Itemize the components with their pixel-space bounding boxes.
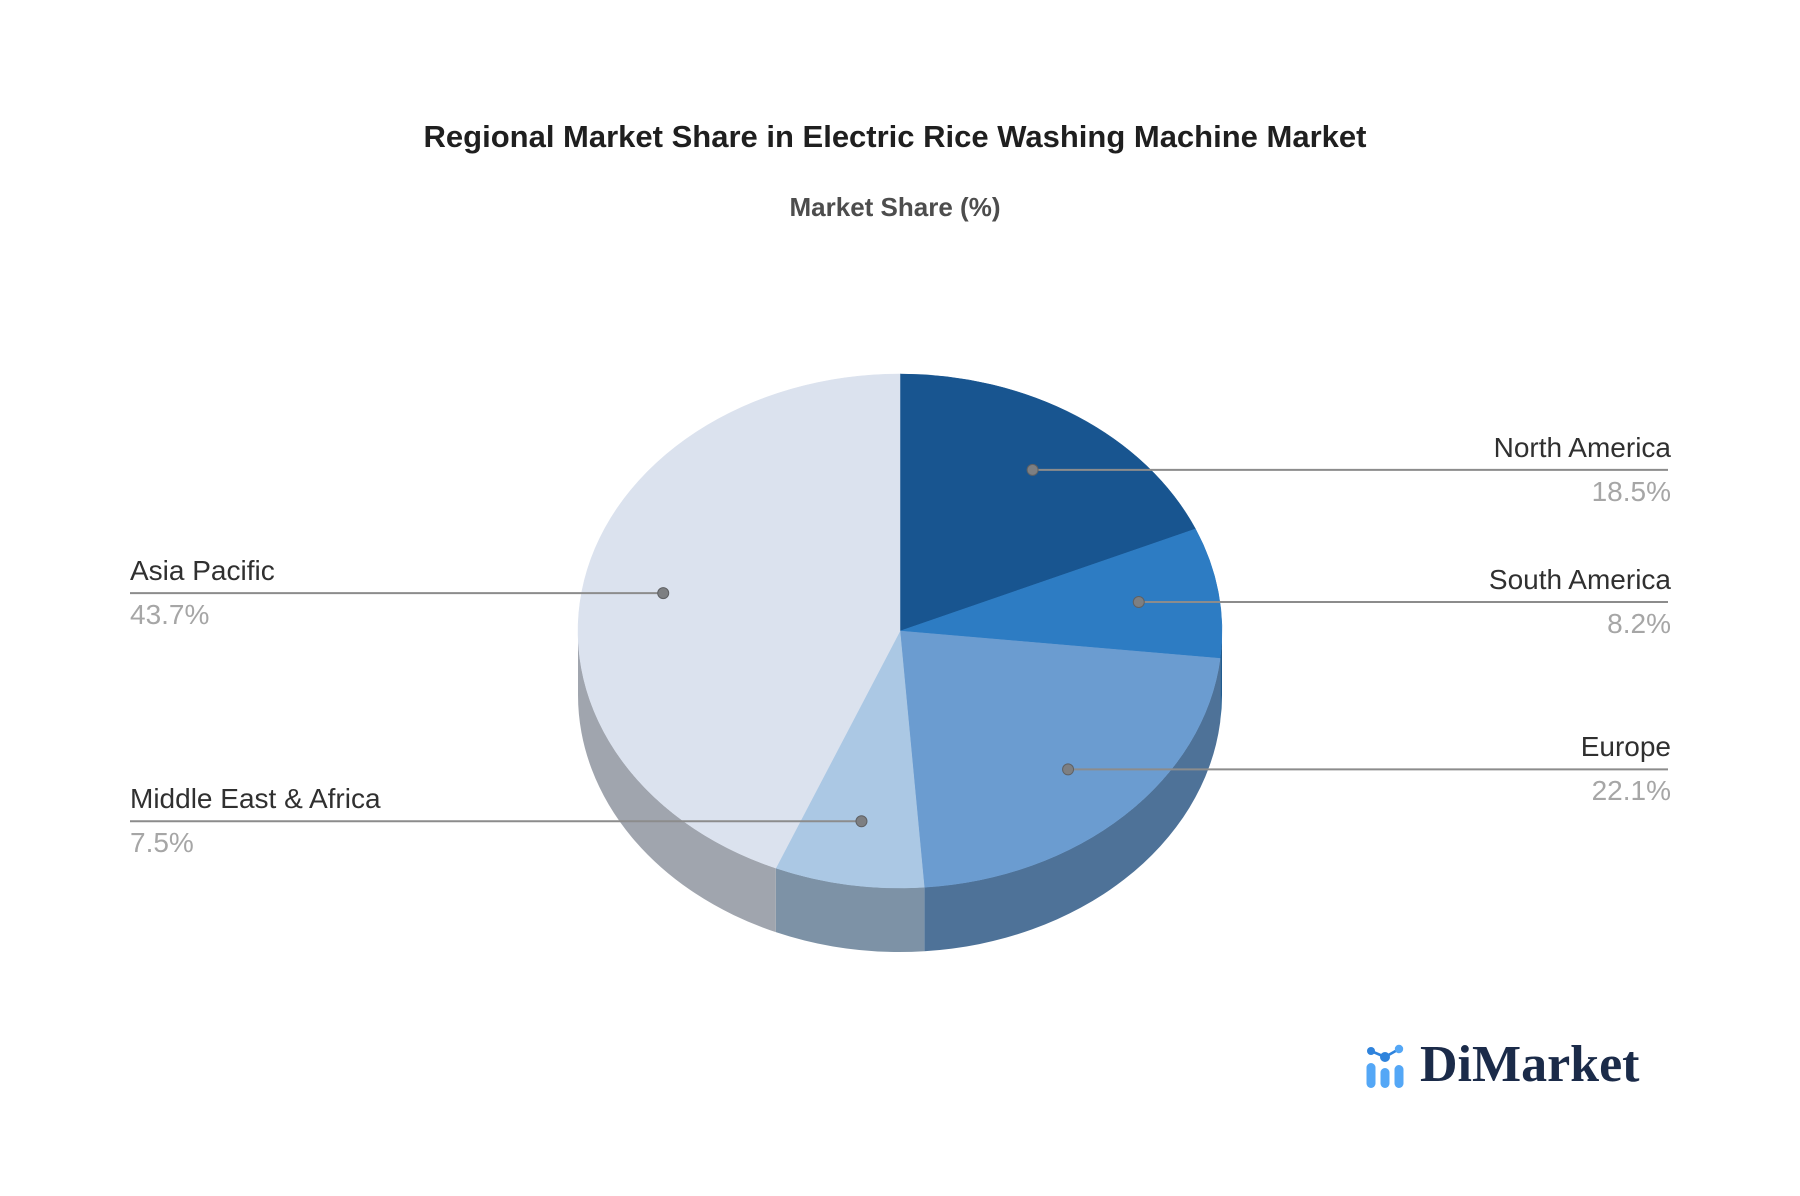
pie-slice-asia-pacific bbox=[577, 373, 901, 869]
leader-dot-middle-east-africa bbox=[855, 815, 868, 828]
pie-slice-wall-europe bbox=[924, 658, 1221, 952]
pie-slice-wall-middle-east-africa bbox=[775, 868, 925, 952]
slice-label: Asia Pacific bbox=[130, 555, 275, 587]
pie-slice-wall-south-america bbox=[1220, 631, 1222, 723]
pie-slice-south-america bbox=[899, 528, 1223, 659]
pie-slice-middle-east-africa bbox=[775, 630, 925, 889]
callout-europe: Europe 22.1% bbox=[1231, 732, 1671, 806]
leader-dot-europe bbox=[1062, 763, 1075, 776]
slice-value: 18.5% bbox=[1591, 475, 1671, 507]
slice-label: South America bbox=[1488, 564, 1671, 596]
brand-name: DiMarket bbox=[1420, 1036, 1640, 1093]
pie-slice-wall-asia-pacific bbox=[578, 631, 776, 933]
callout-middle-east-africa: Middle East & Africa 7.5% bbox=[130, 784, 570, 858]
leader-dot-north-america bbox=[1026, 463, 1039, 476]
chart-title: Regional Market Share in Electric Rice W… bbox=[423, 119, 1367, 154]
pie-slice-north-america bbox=[899, 373, 1196, 632]
brand-logo: DiMarket bbox=[1366, 1036, 1640, 1093]
callout-asia-pacific: Asia Pacific 43.7% bbox=[130, 556, 570, 630]
bar-line-chart-icon bbox=[1366, 1044, 1404, 1088]
callout-north-america: North America 18.5% bbox=[1231, 431, 1671, 507]
pie-slice-europe bbox=[899, 630, 1221, 888]
leader-dot-south-america bbox=[1132, 596, 1145, 609]
slice-value: 43.7% bbox=[130, 599, 210, 631]
callout-south-america: South America 8.2% bbox=[1231, 565, 1671, 639]
slice-value: 8.2% bbox=[1607, 608, 1671, 640]
slice-label: Middle East & Africa bbox=[130, 783, 381, 815]
chart-subtitle: Market Share (%) bbox=[789, 192, 1001, 222]
slice-label: Europe bbox=[1580, 731, 1671, 763]
slice-value: 22.1% bbox=[1591, 775, 1671, 807]
leader-dot-asia-pacific bbox=[657, 587, 670, 600]
slice-label: North America bbox=[1493, 431, 1671, 463]
slice-value: 7.5% bbox=[130, 827, 194, 859]
